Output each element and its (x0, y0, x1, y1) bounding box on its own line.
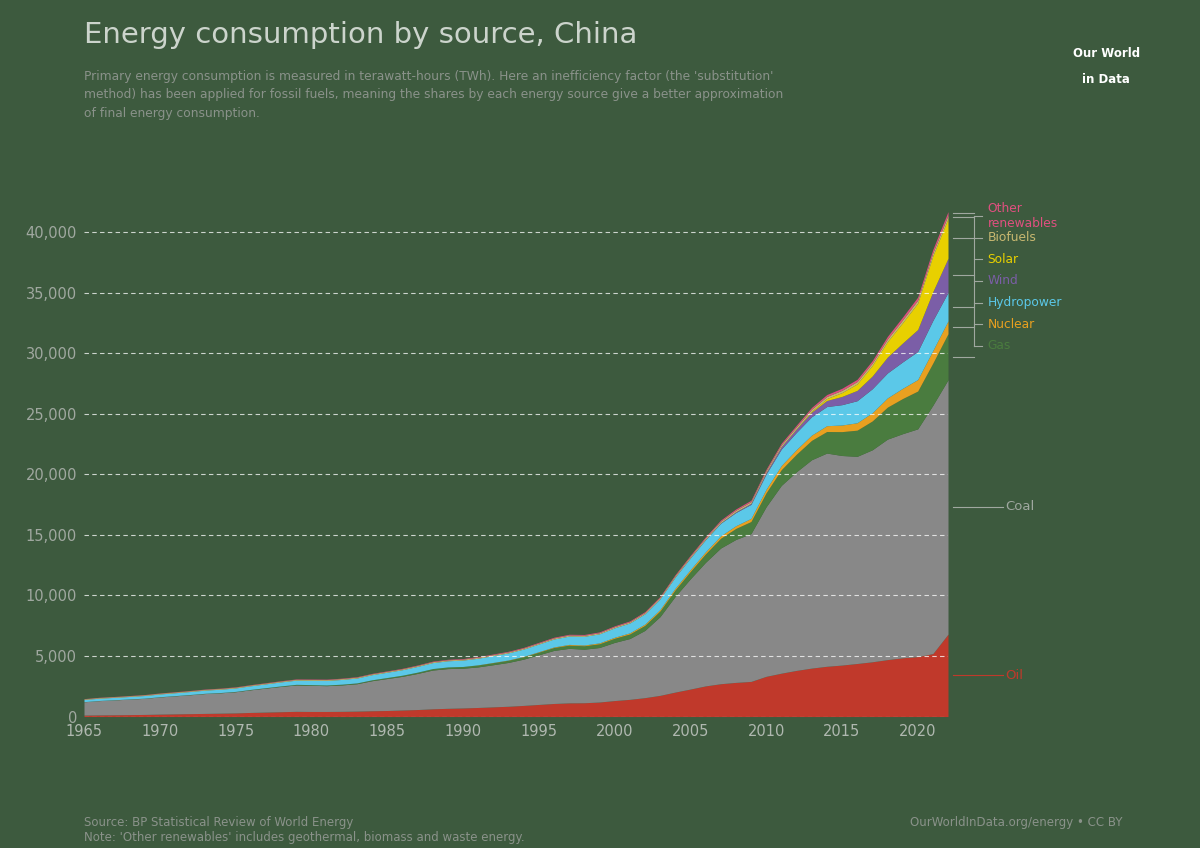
Text: Energy consumption by source, China: Energy consumption by source, China (84, 21, 637, 49)
Text: Solar: Solar (988, 253, 1019, 265)
Text: Primary energy consumption is measured in terawatt-hours (TWh). Here an ineffici: Primary energy consumption is measured i… (84, 70, 784, 120)
Text: Biofuels: Biofuels (988, 231, 1037, 244)
Text: OurWorldInData.org/energy • CC BY: OurWorldInData.org/energy • CC BY (910, 816, 1122, 828)
Text: Nuclear: Nuclear (988, 318, 1034, 331)
Text: Wind: Wind (988, 275, 1019, 287)
Text: Gas: Gas (988, 339, 1010, 353)
Text: Oil: Oil (1006, 669, 1024, 682)
Text: Our World: Our World (1073, 47, 1140, 60)
Text: Hydropower: Hydropower (988, 296, 1062, 309)
Text: Other
renewables: Other renewables (988, 202, 1058, 230)
Text: Source: BP Statistical Review of World Energy
Note: 'Other renewables' includes : Source: BP Statistical Review of World E… (84, 816, 524, 844)
Text: in Data: in Data (1082, 74, 1130, 86)
Text: Coal: Coal (1006, 500, 1034, 514)
